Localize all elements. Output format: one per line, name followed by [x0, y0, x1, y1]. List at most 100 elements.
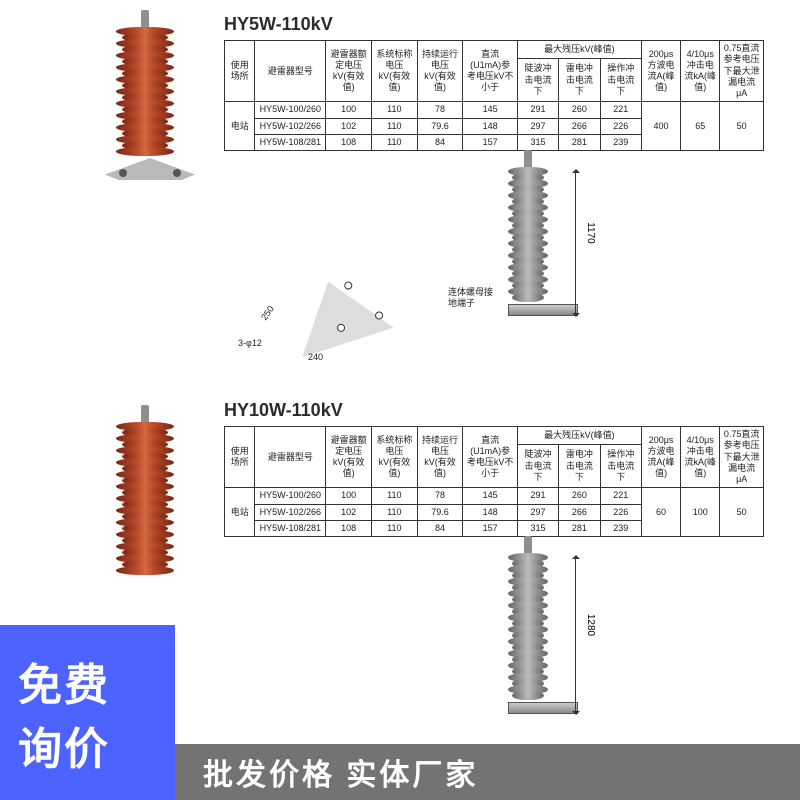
drawing-sheds: [508, 170, 548, 302]
plan-dim-side: 250: [259, 304, 276, 322]
table-header-sub: 陡波冲击电流下: [517, 59, 558, 102]
table-cell: 226: [600, 118, 641, 134]
table-cell: 297: [517, 118, 558, 134]
base-plate-plan-drawing: 250 3-φ12 240: [290, 280, 386, 344]
table-header: 直流(U1mA)参考电压kV不小于: [463, 41, 517, 102]
promo-banner-wholesale: 批发价格 实体厂家: [175, 744, 800, 800]
table-row: 电站HY5W-100/26010011078145291260221601005…: [225, 488, 764, 504]
tech-drawing-hy5w: 1170 连体螺母接地端子: [508, 150, 548, 316]
spec-table-hy5w: 使用场所避雷器型号避雷器额定电压kV(有效值)系统标称电压kV(有效值)持续运行…: [224, 40, 764, 151]
table-cell: 110: [371, 504, 417, 520]
table-header: 避雷器额定电压kV(有效值): [326, 427, 372, 488]
drawing-base: [508, 702, 578, 714]
table-cell: 291: [517, 488, 558, 504]
dimension-height-label: 1170: [585, 222, 596, 244]
table-cell: 145: [463, 488, 517, 504]
table-cell: 221: [600, 488, 641, 504]
table-cell: 110: [371, 520, 417, 536]
table-cell: 291: [517, 102, 558, 118]
table-header-row: 使用场所避雷器型号避雷器额定电压kV(有效值)系统标称电压kV(有效值)持续运行…: [225, 427, 764, 445]
plan-dim-holes: 3-φ12: [238, 338, 262, 348]
drawing-base: [508, 304, 578, 316]
promo-badge-line1: 免费: [18, 649, 175, 713]
table-header: 200μs方波电流A(峰值): [641, 41, 680, 102]
product-image-hy5w: [105, 10, 185, 180]
plan-triangle: [282, 267, 393, 358]
promo-badge-line2: 询价: [18, 713, 175, 777]
table-row: 电站HY5W-100/26010011078145291260221400655…: [225, 102, 764, 118]
table-cell: 108: [326, 134, 372, 150]
table-cell: 315: [517, 520, 558, 536]
table-cell: 78: [417, 102, 463, 118]
table-header: 使用场所: [225, 41, 255, 102]
plan-hole: [374, 310, 384, 320]
dimension-line-vertical: [575, 556, 576, 714]
table-cell: 260: [559, 488, 600, 504]
table-cell: 281: [559, 520, 600, 536]
section-title-hy5w: HY5W-110kV: [224, 14, 333, 35]
table-cell-common: 50: [720, 102, 764, 151]
table-cell-common: 100: [681, 488, 720, 537]
table-cell: 221: [600, 102, 641, 118]
table-cell: HY5W-108/281: [255, 520, 326, 536]
table-cell: 108: [326, 520, 372, 536]
table-cell: 148: [463, 504, 517, 520]
table-header-row: 使用场所避雷器型号避雷器额定电压kV(有效值)系统标称电压kV(有效值)持续运行…: [225, 41, 764, 59]
dimension-height-label: 1280: [585, 614, 596, 636]
table-header-sub: 操作冲击电流下: [600, 59, 641, 102]
table-header: 避雷器额定电压kV(有效值): [326, 41, 372, 102]
table-header: 使用场所: [225, 427, 255, 488]
table-cell: HY5W-102/266: [255, 118, 326, 134]
table-cell: 239: [600, 520, 641, 536]
table-cell: 226: [600, 504, 641, 520]
table-cell: 110: [371, 102, 417, 118]
table-header: 0.75直流参考电压下最大泄漏电流μA: [720, 427, 764, 488]
table-cell: 79.6: [417, 118, 463, 134]
product-image-hy10w: [105, 405, 185, 575]
drawing-sheds: [508, 556, 548, 700]
table-header: 系统标称电压kV(有效值): [371, 427, 417, 488]
cell-use-place: 电站: [225, 488, 255, 537]
section-title-hy10w: HY10W-110kV: [224, 400, 343, 421]
plan-hole: [336, 323, 346, 333]
table-cell: 100: [326, 488, 372, 504]
table-cell: 79.6: [417, 504, 463, 520]
table-cell-common: 65: [681, 102, 720, 151]
arrester-base-plate: [105, 158, 195, 180]
spec-table-hy10w: 使用场所避雷器型号避雷器额定电压kV(有效值)系统标称电压kV(有效值)持续运行…: [224, 426, 764, 537]
table-header: 持续运行电压kV(有效值): [417, 41, 463, 102]
promo-badge-free-quote[interactable]: 免费 询价: [0, 625, 175, 800]
table-header: 避雷器型号: [255, 41, 326, 102]
table-cell: 110: [371, 488, 417, 504]
table-header: 持续运行电压kV(有效值): [417, 427, 463, 488]
table-cell: 84: [417, 520, 463, 536]
table-header: 4/10μs冲击电流kA(峰值): [681, 427, 720, 488]
table-cell: 266: [559, 504, 600, 520]
table-cell: 78: [417, 488, 463, 504]
table-cell-common: 60: [641, 488, 680, 537]
table-header-sub: 雷电冲击电流下: [559, 59, 600, 102]
table-header-group-residual: 最大残压kV(峰值): [517, 41, 641, 59]
table-cell: 281: [559, 134, 600, 150]
table-cell: 102: [326, 118, 372, 134]
table-cell-common: 50: [720, 488, 764, 537]
cell-use-place: 电站: [225, 102, 255, 151]
table-cell: 148: [463, 118, 517, 134]
table-cell: 266: [559, 118, 600, 134]
table-header-sub: 雷电冲击电流下: [559, 445, 600, 488]
plan-dim-width: 240: [308, 352, 323, 362]
table-cell: 260: [559, 102, 600, 118]
table-header: 直流(U1mA)参考电压kV不小于: [463, 427, 517, 488]
plan-hole: [343, 280, 353, 290]
table-cell: 102: [326, 504, 372, 520]
table-cell: 315: [517, 134, 558, 150]
table-header: 4/10μs冲击电流kA(峰值): [681, 41, 720, 102]
tech-drawing-hy10w: 1280: [508, 536, 548, 714]
arrester-sheds: [116, 425, 174, 575]
table-cell: 100: [326, 102, 372, 118]
table-cell: HY5W-102/266: [255, 504, 326, 520]
page-root: HY5W-110kV 使用场所避雷器型号避雷器额定电压kV(有效值)系统标称电压…: [0, 0, 800, 800]
table-header-sub: 陡波冲击电流下: [517, 445, 558, 488]
table-cell: 239: [600, 134, 641, 150]
ground-terminal-note: 连体螺母接地端子: [448, 287, 500, 310]
